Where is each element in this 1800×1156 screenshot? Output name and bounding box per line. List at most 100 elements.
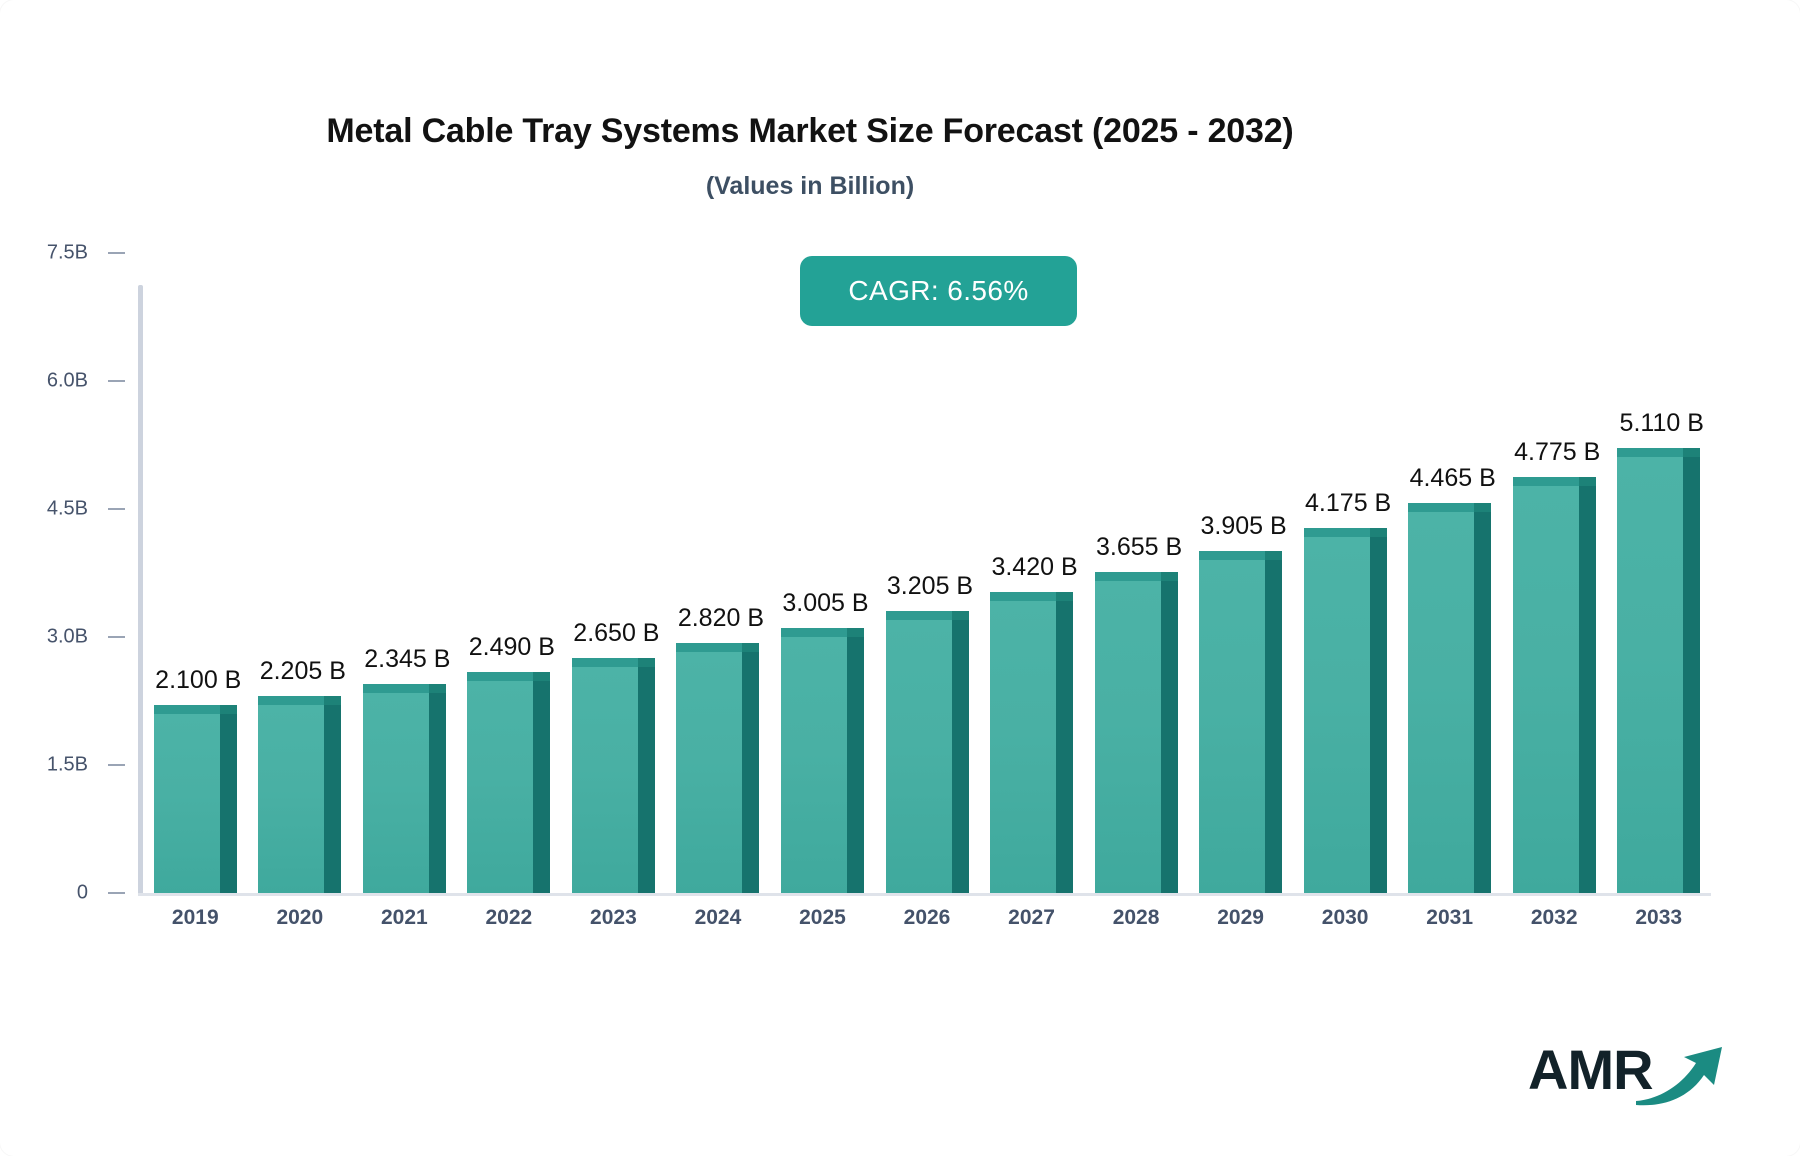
- bar-front-face: [571, 666, 638, 893]
- bar-front-face: [780, 636, 847, 893]
- bar-front-face: [1617, 456, 1684, 893]
- bar-side-face: [1578, 485, 1596, 893]
- page-title: Metal Cable Tray Systems Market Size For…: [326, 112, 1294, 150]
- x-axis-line: [138, 893, 1711, 896]
- y-axis-tick-label: 0: [76, 881, 88, 904]
- bar-top-corner: [846, 627, 864, 637]
- bar-top-face: [780, 627, 847, 637]
- bar-value-label: 2.490 B: [468, 632, 555, 661]
- bar-top-corner: [1265, 550, 1283, 560]
- y-axis-tick-label: 6.0B: [46, 369, 88, 392]
- bar-top-face: [362, 683, 429, 693]
- bar-front-face: [885, 619, 952, 893]
- bar-side-face: [742, 652, 760, 893]
- y-axis-tick-label: 3.0B: [46, 625, 88, 648]
- x-axis-tick-label: 2026: [903, 906, 951, 929]
- bar-top-corner: [1056, 592, 1074, 602]
- bar-side-face: [533, 680, 551, 893]
- x-axis-tick-label: 2029: [1217, 906, 1264, 929]
- bar: [1408, 502, 1492, 893]
- x-axis-tick-label: 2025: [799, 906, 846, 929]
- y-axis-tick-mark: [108, 508, 125, 510]
- cagr-badge: CAGR: 6.56%: [800, 256, 1077, 326]
- x-axis-tick-label: 2019: [171, 906, 219, 929]
- bar-value-label: 4.465 B: [1409, 463, 1496, 492]
- x-axis-tick-label: 2028: [1112, 906, 1160, 929]
- bar-top-corner: [637, 657, 655, 667]
- bar-top-corner: [951, 610, 969, 620]
- bar-top-corner: [219, 704, 237, 714]
- bar-side-face: [951, 619, 969, 893]
- x-axis-tick-label: 2024: [694, 906, 742, 929]
- x-axis-tick-label: 2032: [1530, 906, 1578, 929]
- bar-top-face: [153, 704, 220, 714]
- bar-value-label: 3.205 B: [886, 571, 974, 600]
- bar-side-face: [846, 636, 864, 893]
- x-axis-tick-label: 2027: [1008, 906, 1055, 929]
- bar-top-face: [467, 671, 534, 681]
- bar-side-face: [1369, 536, 1387, 893]
- bar-side-face: [1160, 581, 1178, 893]
- bar-top-face: [258, 695, 325, 705]
- amr-logo: AMR: [1528, 1040, 1728, 1112]
- bar-value-label: 3.420 B: [991, 553, 1078, 582]
- bar: [362, 683, 446, 893]
- bar-top-face: [1303, 527, 1370, 537]
- x-axis-tick-label: 2021: [380, 906, 428, 929]
- bar-value-label: 3.005 B: [782, 588, 869, 617]
- bar-front-face: [1408, 511, 1475, 893]
- bar: [1094, 572, 1178, 893]
- bar: [1512, 476, 1596, 893]
- bar-front-face: [990, 601, 1057, 893]
- bar: [1617, 447, 1701, 893]
- bar-front-face: [1199, 559, 1266, 893]
- y-axis-tick-mark: [108, 892, 125, 894]
- bar-top-corner: [1474, 502, 1492, 512]
- bar: [885, 610, 969, 893]
- bar: [780, 627, 864, 893]
- bar-value-label: 2.820 B: [677, 604, 765, 633]
- bar-side-face: [1683, 456, 1701, 893]
- bar-front-face: [1094, 581, 1161, 893]
- growth-arrow-icon: [1636, 1047, 1722, 1106]
- bar-side-face: [428, 692, 446, 893]
- bar-value-label: 4.775 B: [1514, 437, 1601, 466]
- bar-top-face: [1199, 550, 1266, 560]
- y-axis-tick-mark: [108, 636, 125, 638]
- bar-top-corner: [324, 695, 342, 705]
- bar-front-face: [1303, 536, 1370, 893]
- amr-logo-text: AMR: [1528, 1038, 1654, 1101]
- bar-top-face: [1408, 502, 1475, 512]
- bar-side-face: [219, 713, 237, 893]
- bar-value-label: 3.905 B: [1200, 511, 1287, 540]
- x-axis-tick-label: 2022: [485, 906, 533, 929]
- bar-top-face: [676, 643, 743, 653]
- bar: [258, 695, 342, 893]
- bar-front-face: [467, 680, 534, 893]
- bar: [153, 704, 237, 893]
- x-axis-tick-label: 2030: [1321, 906, 1369, 929]
- bar-front-face: [676, 652, 743, 893]
- y-axis-tick-mark: [108, 380, 125, 382]
- bar: [1199, 550, 1283, 893]
- y-axis-tick-mark: [108, 764, 125, 766]
- bar-top-face: [990, 592, 1057, 602]
- bar: [1303, 527, 1387, 893]
- bar-top-corner: [742, 643, 760, 653]
- bar-top-face: [571, 657, 638, 667]
- bar-top-corner: [1683, 447, 1701, 457]
- y-axis-tick-label: 7.5B: [46, 241, 88, 264]
- bar-top-corner: [1578, 476, 1596, 486]
- y-axis-line: [138, 285, 143, 896]
- bar: [990, 592, 1074, 893]
- bar-top-corner: [1369, 527, 1387, 537]
- bar-top-face: [1094, 572, 1161, 582]
- bar-front-face: [153, 713, 220, 893]
- bar-value-label: 3.655 B: [1095, 533, 1183, 562]
- bar-top-face: [1512, 476, 1579, 486]
- x-axis-tick-label: 2023: [590, 906, 637, 929]
- bar-side-face: [1474, 511, 1492, 893]
- bar: [676, 643, 760, 893]
- x-axis-tick-label: 2020: [276, 906, 324, 929]
